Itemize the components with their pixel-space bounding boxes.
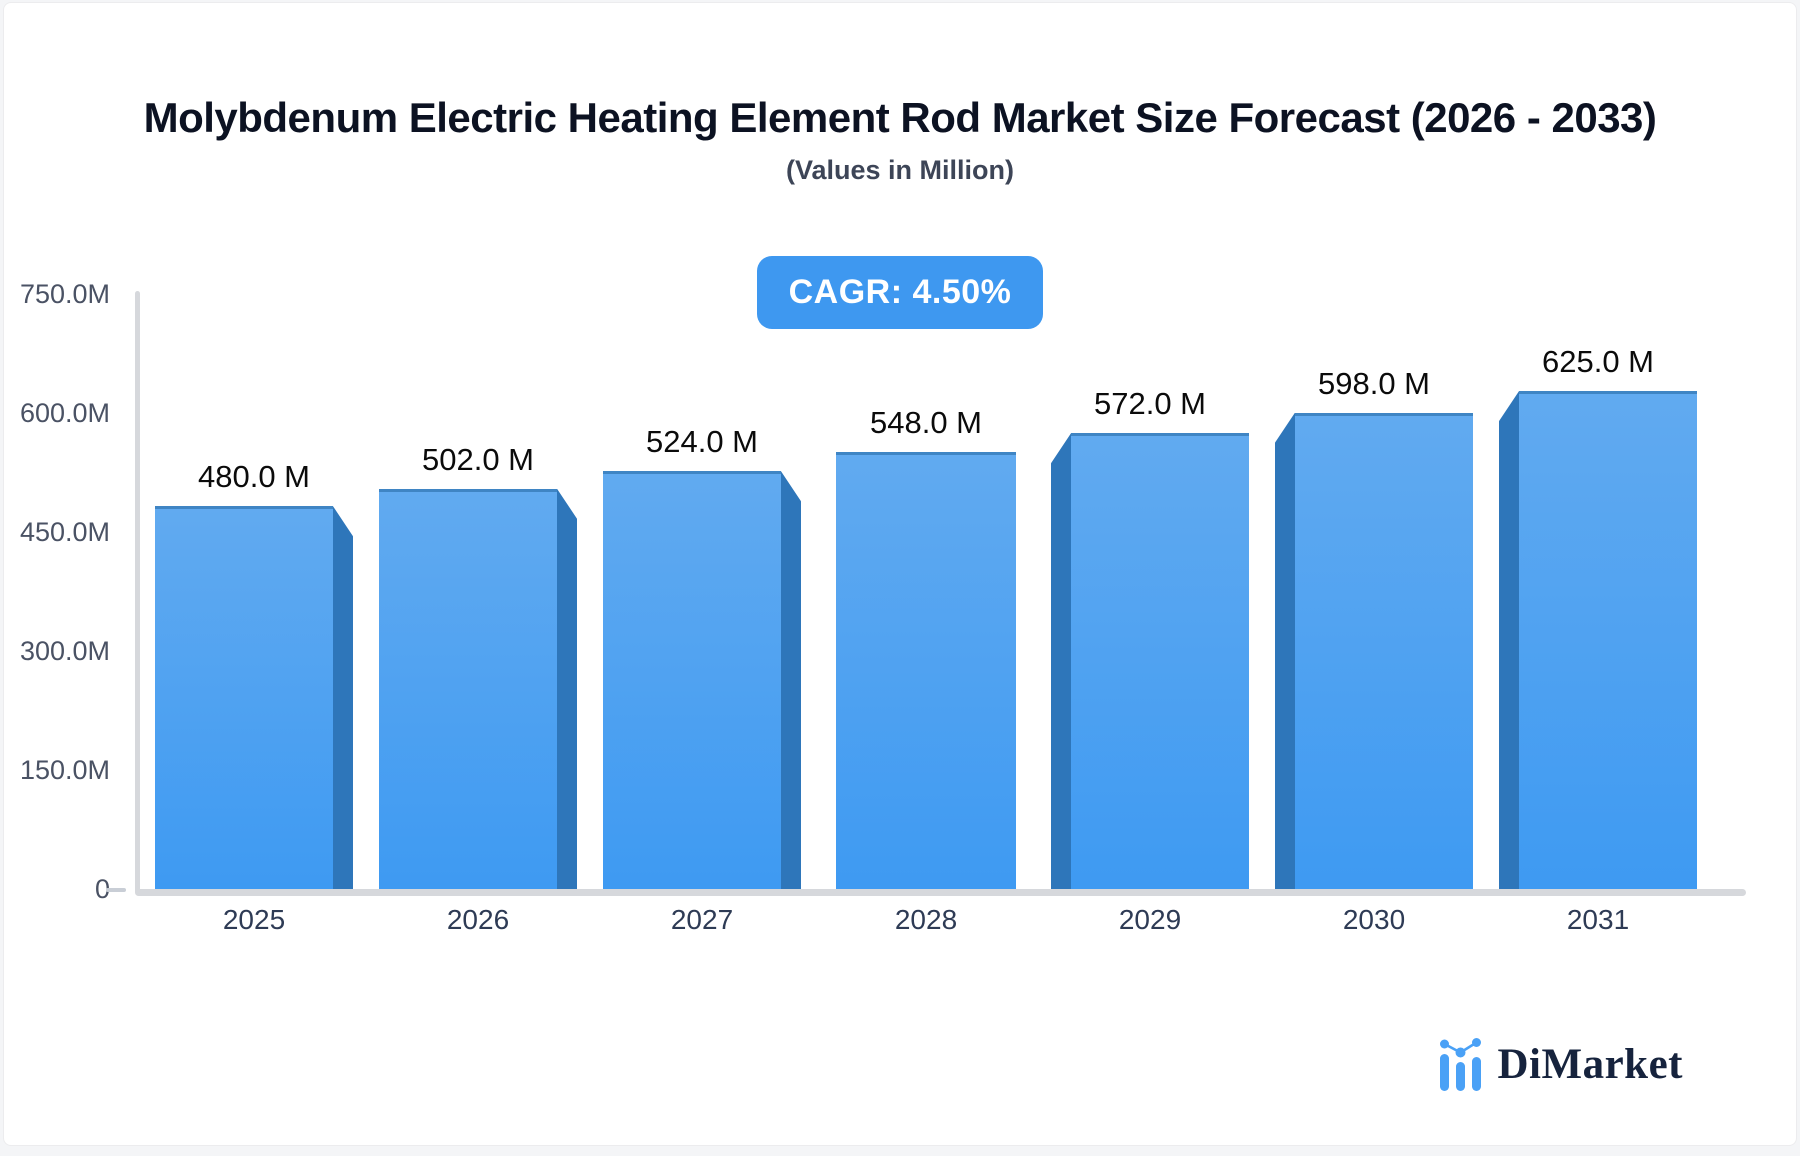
bar-value-label: 502.0 M (421, 441, 535, 477)
x-axis-tick-label: 2031 (1566, 904, 1630, 935)
dimarket-logo: DiMarket (1439, 1037, 1684, 1091)
bar-value-label: 572.0 M (1093, 386, 1207, 422)
bar-face (1519, 391, 1697, 889)
bar-face (1295, 412, 1473, 889)
bar-value-label: 548.0 M (869, 405, 983, 441)
bar (603, 471, 801, 889)
y-axis-tick-label: 150.0M (19, 755, 110, 785)
x-axis-tick-label: 2025 (222, 904, 286, 935)
y-axis-tick-label: 300.0M (19, 636, 110, 666)
brand-name: DiMarket (1497, 1040, 1683, 1088)
y-axis-tick-label: 600.0M (19, 398, 110, 428)
bar (1499, 391, 1697, 889)
bar-side-face (1499, 391, 1519, 889)
bar (1051, 433, 1249, 889)
bar-value-label: 524.0 M (645, 424, 759, 460)
bar (836, 452, 1016, 889)
bar-side-face (1051, 433, 1071, 889)
bar-side-face (557, 488, 577, 889)
y-axis-line (135, 291, 140, 894)
bar-side-face (333, 506, 353, 889)
bar (379, 488, 577, 889)
chart-title: Molybdenum Electric Heating Element Rod … (143, 94, 1657, 141)
y-axis-tick-label: 450.0M (19, 517, 110, 547)
bar-chart-logo-icon (1439, 1038, 1481, 1091)
bar-side-face (1275, 412, 1295, 889)
bar-face (836, 452, 1016, 889)
bar-face (1071, 433, 1249, 889)
chart-card: Molybdenum Electric Heating Element Rod … (3, 2, 1797, 1146)
bar (155, 506, 353, 889)
bar-face (379, 488, 557, 889)
zero-tick-mark (106, 888, 126, 892)
cagr-badge: CAGR: 4.50% (756, 256, 1044, 330)
bar-value-label: 625.0 M (1541, 344, 1655, 380)
x-axis-tick-label: 2026 (446, 904, 510, 935)
bar-face (155, 506, 333, 889)
x-axis-tick-label: 2030 (1342, 904, 1406, 935)
bar-face (603, 471, 781, 889)
bar-side-face (781, 471, 801, 889)
x-axis-tick-label: 2028 (894, 904, 958, 935)
x-axis-tick-label: 2027 (670, 904, 734, 935)
bar (1275, 412, 1473, 889)
bar-value-label: 598.0 M (1317, 365, 1431, 401)
x-axis-tick-label: 2029 (1118, 904, 1182, 935)
x-axis-line (135, 889, 1746, 896)
cagr-badge-row: CAGR: 4.50% (4, 256, 1796, 330)
bar-value-label: 480.0 M (197, 459, 311, 495)
y-axis-tick-label: 0 (94, 874, 110, 904)
chart-subtitle: (Values in Million) (785, 155, 1015, 186)
